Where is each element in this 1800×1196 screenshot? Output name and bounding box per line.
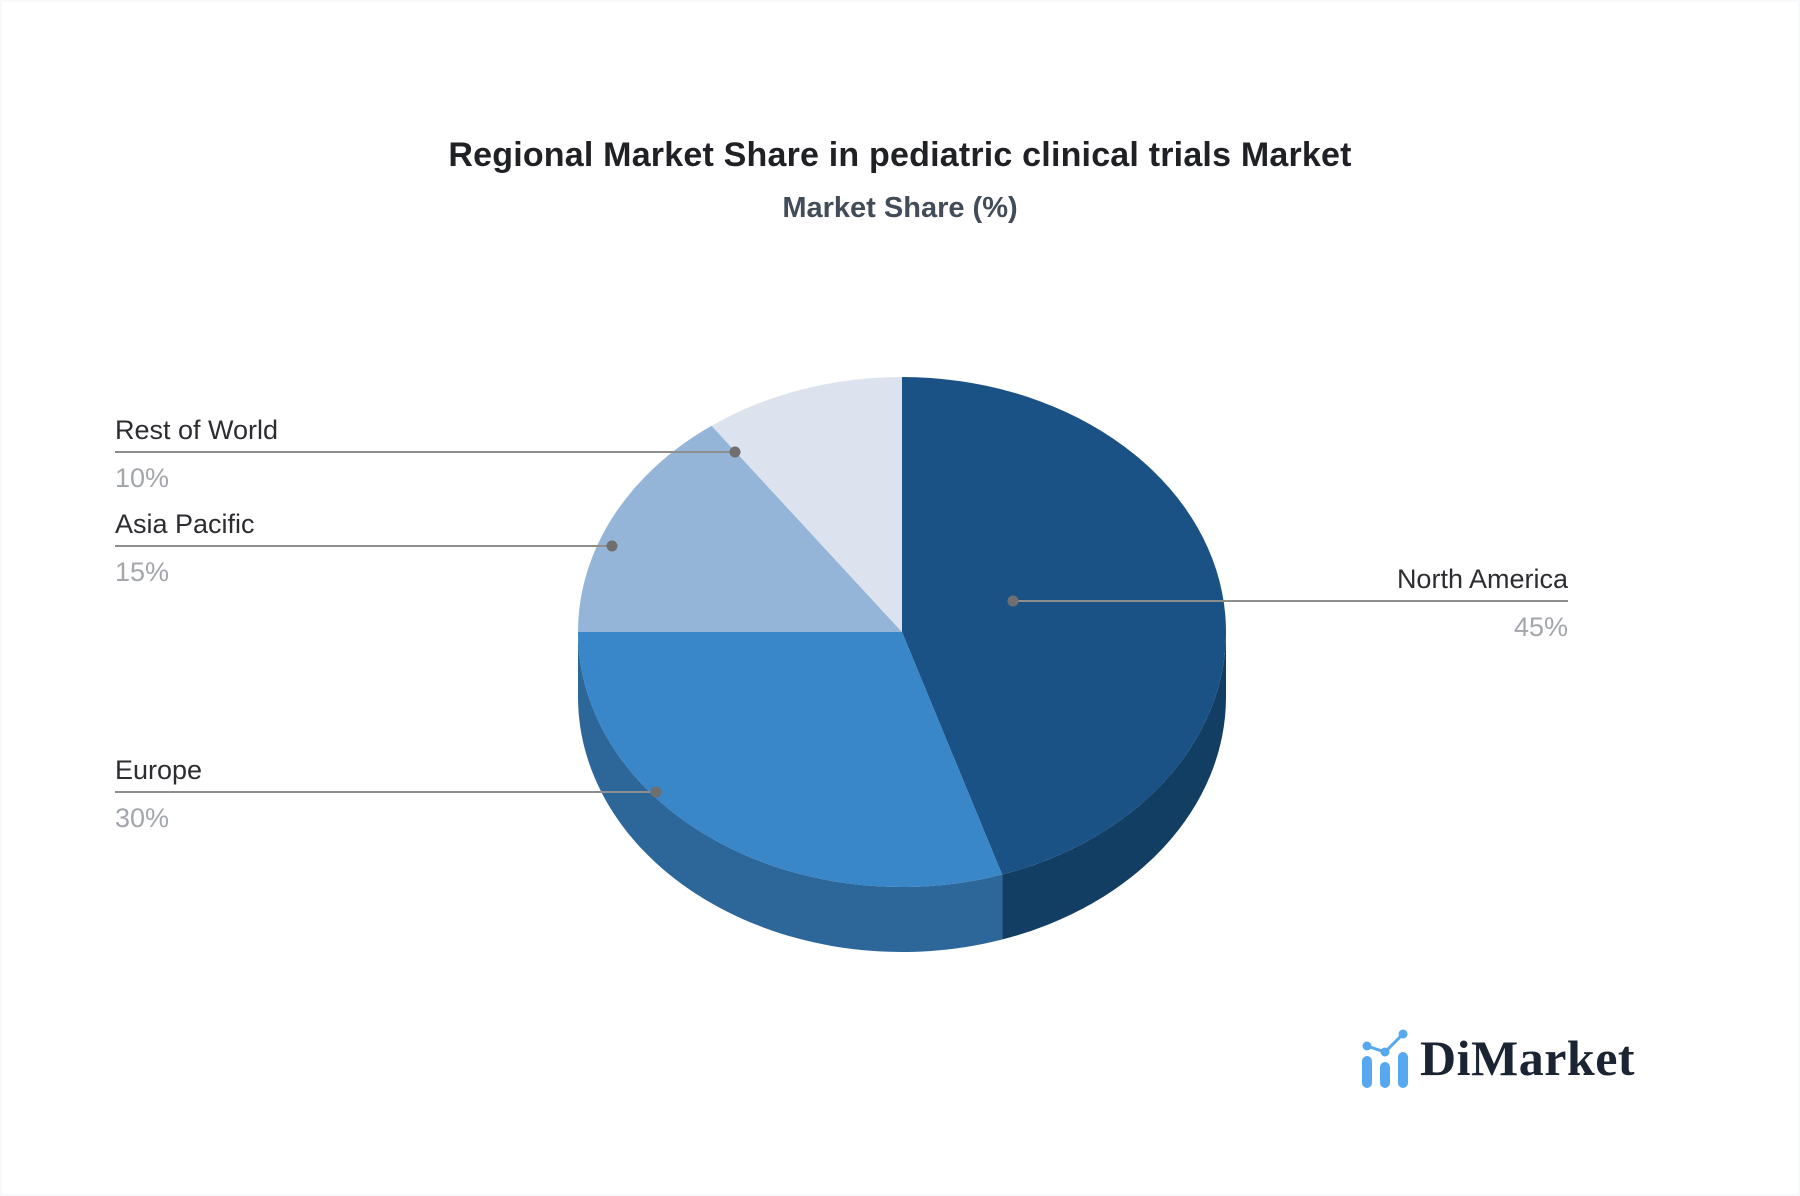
callout-rest-of-world: Rest of World 10% — [115, 413, 278, 495]
callout-label: North America — [1396, 564, 1568, 594]
pie-slice-north-america — [902, 377, 1227, 875]
leader-dot-europe — [650, 786, 662, 798]
pie-slice-asia-pacific — [578, 425, 902, 632]
callout-europe: Europe 30% — [115, 753, 202, 835]
callout-north-america: North America 45% — [1397, 562, 1568, 644]
callout-label: Rest of World — [115, 415, 279, 445]
callout-value: 10% — [115, 463, 170, 493]
callout-value: 15% — [115, 557, 170, 587]
callout-asia-pacific: Asia Pacific 15% — [115, 507, 255, 589]
pie-slice-side-europe — [578, 632, 1003, 952]
pie-slice-rest-of-world — [711, 377, 902, 632]
callout-label: Asia Pacific — [115, 509, 255, 539]
page-title: Regional Market Share in pediatric clini… — [448, 136, 1352, 174]
leader-dot-rest-of-world — [729, 446, 741, 458]
chart-subtitle: Market Share (%) — [782, 192, 1018, 224]
leader-dot-asia-pacific — [606, 540, 618, 552]
pie-slice-side-north-america — [1002, 632, 1226, 940]
leader-dot-north-america — [1007, 595, 1019, 607]
callout-value: 45% — [1513, 612, 1568, 642]
callout-value: 30% — [115, 803, 170, 833]
bar-chart-trend-icon — [1362, 1029, 1408, 1088]
brand-name: DiMarket — [1420, 1030, 1636, 1086]
brand-logo: DiMarket — [1362, 1026, 1635, 1090]
callout-label: Europe — [115, 755, 203, 785]
pie-slice-europe — [578, 632, 1003, 888]
